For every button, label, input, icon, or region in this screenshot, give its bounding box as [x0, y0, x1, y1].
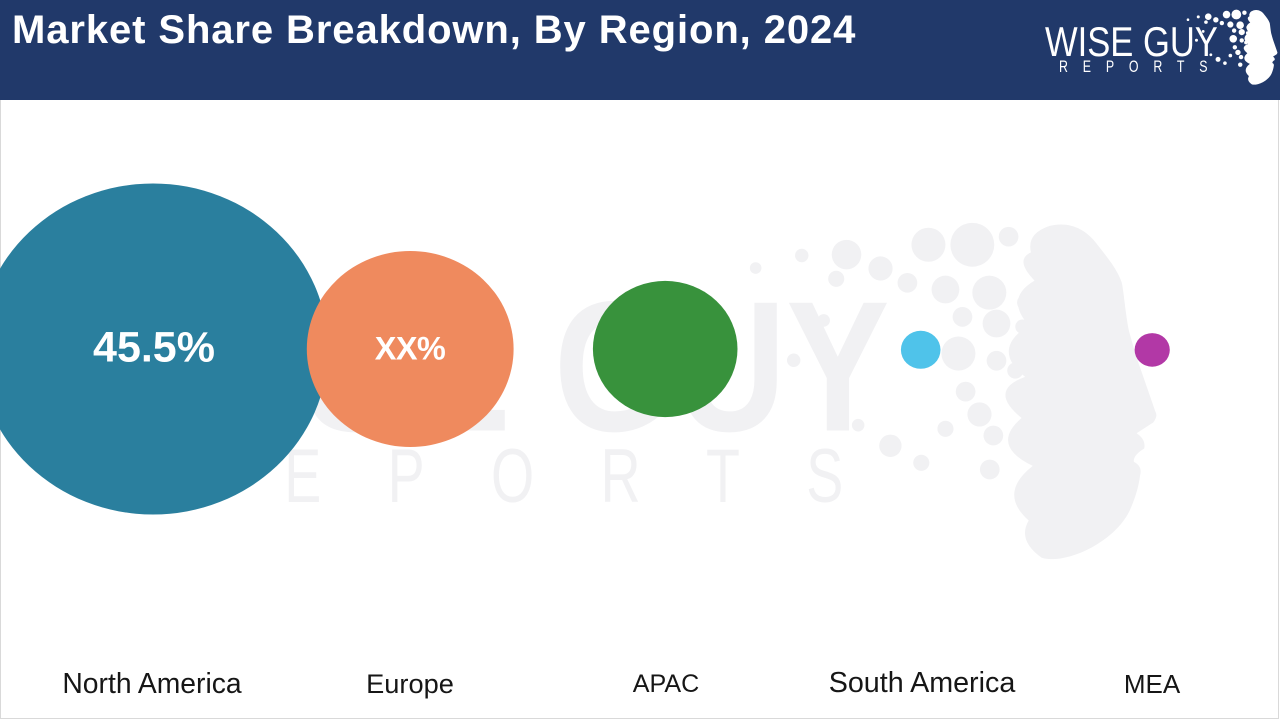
svg-text:XX%: XX%: [375, 331, 446, 367]
svg-text:REPORTS: REPORTS: [1059, 58, 1222, 76]
svg-text:WISE GUY: WISE GUY: [1045, 18, 1218, 65]
svg-text:45.5%: 45.5%: [93, 323, 215, 371]
